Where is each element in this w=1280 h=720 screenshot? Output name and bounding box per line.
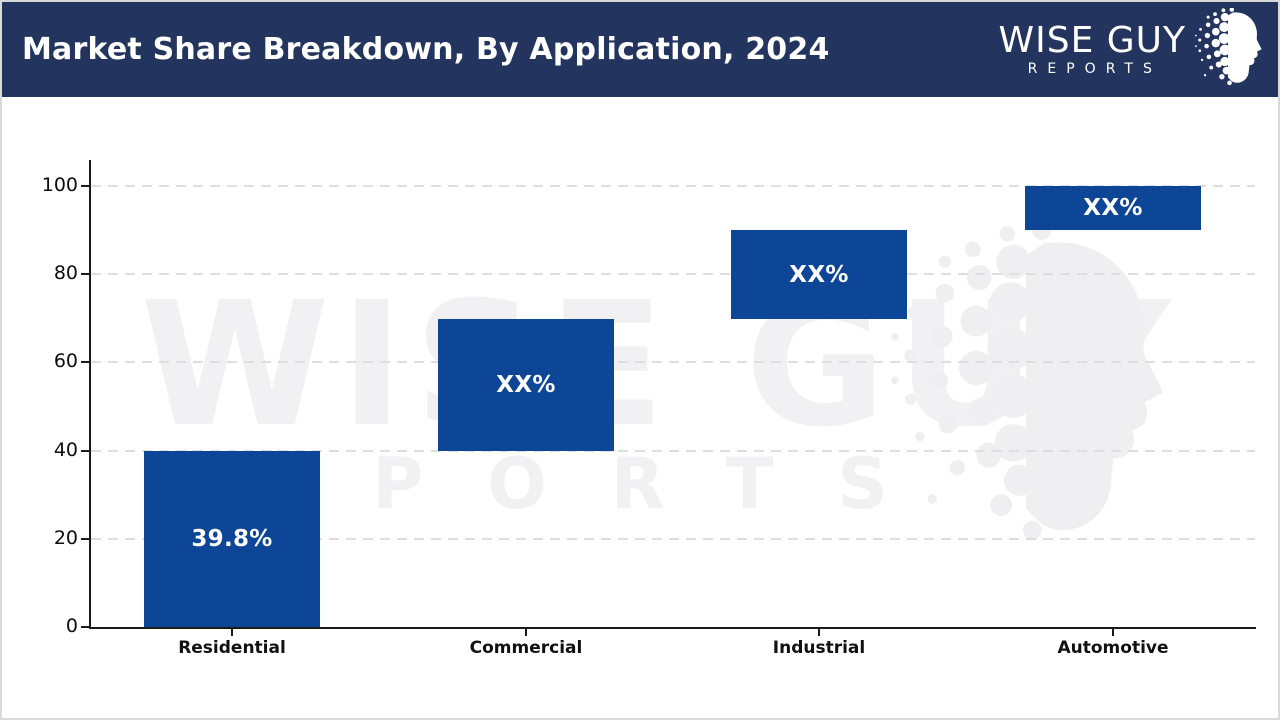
y-tick-mark-40 — [81, 449, 89, 452]
gridline-60 — [91, 361, 1255, 364]
wise-guy-reports-logo: WISE GUY REPORTS — [999, 2, 1269, 97]
bar-value-label-automotive: XX% — [1083, 195, 1143, 222]
bar-value-label-industrial: XX% — [789, 261, 849, 288]
gridline-100 — [91, 185, 1255, 187]
x-axis-spine — [89, 627, 1256, 629]
x-tick-mark-industrial — [818, 629, 820, 636]
bar-value-label-commercial: XX% — [496, 372, 556, 399]
wise-guy-head-icon — [1195, 7, 1262, 85]
logo-text: WISE GUY REPORTS — [998, 19, 1187, 78]
bar-industrial: XX% — [731, 230, 907, 320]
x-category-label-residential: Residential — [178, 638, 286, 658]
y-tick-label-60: 60 — [53, 350, 78, 373]
y-tick-label-100: 100 — [41, 174, 78, 196]
x-tick-mark-residential — [231, 629, 233, 636]
gridline-40 — [91, 449, 1255, 452]
gridline-80 — [91, 273, 1255, 276]
header-banner: Market Share Breakdown, By Application, … — [2, 2, 1278, 97]
x-tick-mark-automotive — [1112, 629, 1114, 636]
page-title: Market Share Breakdown, By Application, … — [22, 32, 830, 67]
y-tick-mark-0 — [81, 626, 89, 628]
bar-commercial: XX% — [438, 319, 614, 452]
x-category-label-automotive: Automotive — [1057, 638, 1169, 658]
y-tick-label-80: 80 — [53, 262, 78, 285]
x-category-label-commercial: Commercial — [469, 638, 583, 658]
y-tick-mark-80 — [81, 273, 89, 276]
y-tick-mark-20 — [81, 537, 89, 540]
bar-automotive: XX% — [1025, 186, 1201, 231]
bar-value-label-residential: 39.8% — [191, 526, 273, 553]
x-tick-mark-commercial — [525, 629, 527, 636]
chart-area: WISE GUY PORTS 0 20 40 60 80 100 39.8% Resident… — [2, 97, 1278, 718]
x-category-label-industrial: Industrial — [772, 638, 866, 658]
y-tick-label-40: 40 — [53, 438, 78, 461]
watermark-head-icon — [891, 221, 1164, 540]
y-tick-mark-100 — [81, 185, 89, 187]
gridline-20 — [91, 537, 1255, 540]
y-tick-label-20: 20 — [53, 526, 78, 549]
logo-subtitle: REPORTS — [1027, 61, 1162, 78]
watermark-subtitle: PORTS — [372, 443, 952, 525]
y-axis-spine — [89, 160, 91, 629]
bar-residential: 39.8% — [144, 451, 320, 627]
logo-wordmark: WISE GUY — [998, 19, 1186, 61]
y-tick-mark-60 — [81, 361, 89, 364]
y-tick-label-0: 0 — [65, 615, 78, 637]
